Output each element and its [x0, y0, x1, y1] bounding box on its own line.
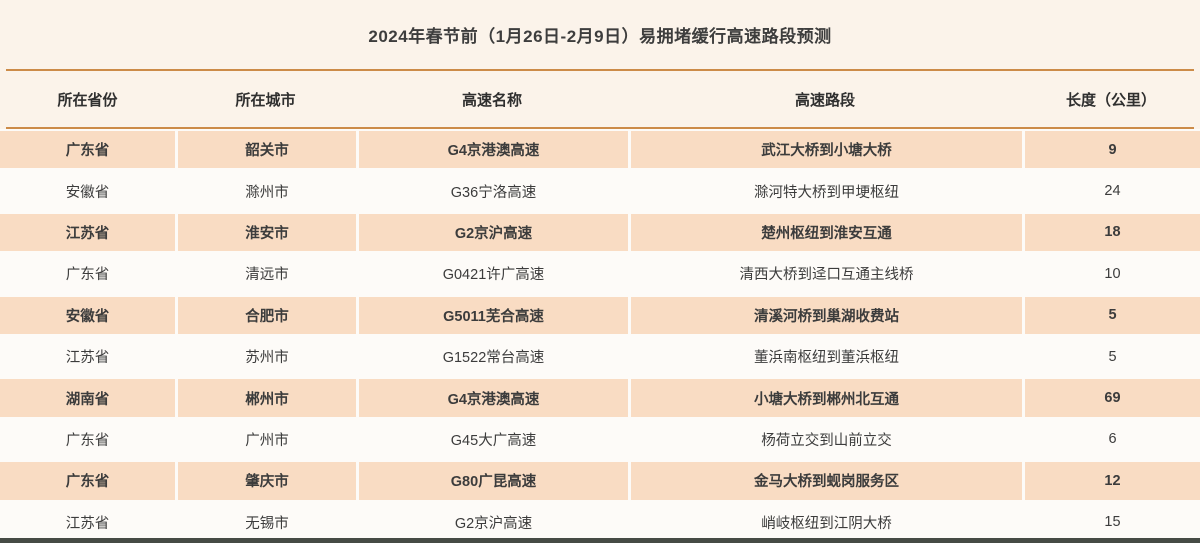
cell-length: 9: [1022, 131, 1200, 169]
table-row: 广东省 广州市 G45大广高速 杨荷立交到山前立交 6: [0, 418, 1200, 461]
bottom-edge-bar: [0, 538, 1200, 543]
cell-segment: 董浜南枢纽到董浜枢纽: [628, 335, 1022, 378]
table-body: 广东省 韶关市 G4京港澳高速 武江大桥到小塘大桥 9 安徽省 滁州市 G36宁…: [0, 129, 1200, 543]
table-row: 安徽省 合肥市 G5011芜合高速 清溪河桥到巢湖收费站 5: [0, 294, 1200, 336]
cell-segment: 杨荷立交到山前立交: [628, 418, 1022, 461]
cell-city: 无锡市: [175, 501, 356, 543]
cell-segment: 楚州枢纽到淮安互通: [628, 213, 1022, 252]
header-highway-name: 高速名称: [461, 91, 522, 109]
cell-segment: 峭岐枢纽到江阴大桥: [628, 501, 1022, 543]
table-row: 湖南省 郴州市 G4京港澳高速 小塘大桥到郴州北互通 69: [0, 377, 1200, 419]
cell-highway: G45大广高速: [356, 418, 628, 461]
cell-segment: 滁河特大桥到甲埂枢纽: [628, 170, 1022, 212]
cell-length: 69: [1022, 379, 1200, 417]
cell-city: 淮安市: [175, 213, 356, 252]
cell-city: 广州市: [175, 418, 356, 461]
table-row: 安徽省 滁州市 G36宁洛高速 滁河特大桥到甲埂枢纽 24: [0, 170, 1200, 212]
header-city: 所在城市: [235, 91, 296, 109]
cell-length: 6: [1022, 418, 1200, 461]
cell-length: 24: [1022, 170, 1200, 212]
cell-highway: G2京沪高速: [356, 213, 628, 252]
cell-province: 安徽省: [65, 308, 110, 325]
cell-highway: G2京沪高速: [356, 501, 628, 543]
cell-city: 清远市: [175, 253, 356, 295]
cell-highway: G80广昆高速: [356, 462, 628, 500]
cell-city: 韶关市: [175, 131, 356, 169]
cell-city: 郴州市: [175, 379, 356, 417]
cell-length: 15: [1022, 501, 1200, 543]
table-row: 江苏省 无锡市 G2京沪高速 峭岐枢纽到江阴大桥 15: [0, 501, 1200, 543]
cell-length: 5: [1022, 296, 1200, 334]
header-province: 所在省份: [57, 91, 118, 109]
cell-city: 合肥市: [175, 296, 356, 334]
cell-highway: G1522常台高速: [356, 335, 628, 378]
title-bar: 2024年春节前（1月26日-2月9日）易拥堵缓行高速路段预测: [0, 0, 1200, 69]
cell-segment: 小塘大桥到郴州北互通: [628, 379, 1022, 417]
cell-province: 广东省: [65, 143, 110, 160]
cell-segment: 清西大桥到迳口互通主线桥: [628, 253, 1022, 295]
cell-highway: G0421许广高速: [356, 253, 628, 295]
cell-segment: 清溪河桥到巢湖收费站: [628, 296, 1022, 334]
cell-length: 12: [1022, 462, 1200, 500]
table-row: 江苏省 苏州市 G1522常台高速 董浜南枢纽到董浜枢纽 5: [0, 335, 1200, 378]
cell-province: 广东省: [65, 432, 110, 449]
divider-top: [6, 69, 1194, 71]
header-highway-segment: 高速路段: [794, 91, 855, 109]
cell-city: 肇庆市: [175, 462, 356, 500]
cell-province: 江苏省: [65, 350, 110, 367]
cell-city: 滁州市: [175, 170, 356, 212]
cell-length: 18: [1022, 213, 1200, 252]
cell-highway: G4京港澳高速: [356, 131, 628, 169]
cell-province: 江苏省: [65, 225, 110, 242]
table-row: 江苏省 淮安市 G2京沪高速 楚州枢纽到淮安互通 18: [0, 211, 1200, 254]
table-row: 广东省 肇庆市 G80广昆高速 金马大桥到蚬岗服务区 12: [0, 460, 1200, 502]
cell-province: 安徽省: [65, 184, 110, 201]
cell-length: 5: [1022, 335, 1200, 378]
cell-city: 苏州市: [175, 335, 356, 378]
cell-segment: 金马大桥到蚬岗服务区: [628, 462, 1022, 500]
cell-province: 江苏省: [65, 515, 110, 532]
cell-highway: G4京港澳高速: [356, 379, 628, 417]
divider-header: [6, 127, 1194, 129]
header-length-km: 长度（公里）: [1065, 91, 1156, 109]
page-title: 2024年春节前（1月26日-2月9日）易拥堵缓行高速路段预测: [368, 27, 832, 46]
cell-province: 广东省: [65, 474, 110, 491]
table-header-row: 所在省份 所在城市 高速名称 高速路段 长度（公里）: [0, 71, 1200, 127]
table-row: 广东省 韶关市 G4京港澳高速 武江大桥到小塘大桥 9: [0, 129, 1200, 171]
cell-highway: G5011芜合高速: [356, 296, 628, 334]
table-row: 广东省 清远市 G0421许广高速 清西大桥到迳口互通主线桥 10: [0, 253, 1200, 295]
cell-highway: G36宁洛高速: [356, 170, 628, 212]
cell-province: 湖南省: [65, 391, 110, 408]
cell-province: 广东省: [65, 267, 110, 284]
cell-segment: 武江大桥到小塘大桥: [628, 131, 1022, 169]
cell-length: 10: [1022, 253, 1200, 295]
